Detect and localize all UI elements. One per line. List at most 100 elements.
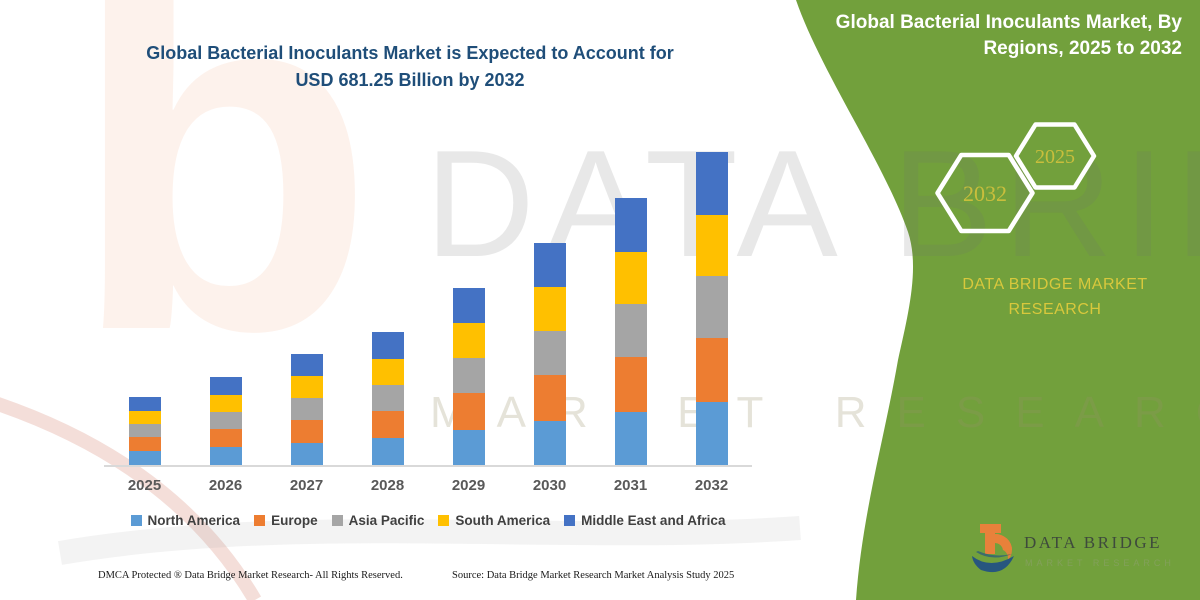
legend-label: South America: [455, 513, 551, 528]
bar-cell-2030: [509, 152, 590, 465]
bar-segment: [695, 214, 728, 276]
databridge-logo: DATA BRIDGE MARKET RESEARCH: [972, 524, 1175, 573]
x-axis-label: 2031: [613, 477, 648, 494]
source-note: Source: Data Bridge Market Research Mark…: [452, 570, 735, 581]
bar-segment: [533, 375, 566, 421]
chart-title-line2: USD 681.25 Billion by 2032: [295, 70, 525, 90]
legend-label: Asia Pacific: [348, 513, 425, 528]
bar-cell-2032: [671, 152, 752, 465]
x-axis-label: 2029: [451, 477, 486, 494]
bar-segment: [209, 411, 242, 430]
legend-swatch: [331, 515, 343, 526]
legend-item: Europe: [254, 513, 318, 528]
bar-segment: [695, 402, 728, 465]
bar-segment: [371, 358, 404, 385]
x-axis-label: 2028: [370, 477, 405, 494]
legend-item: South America: [438, 513, 550, 528]
bar-cell-2031: [590, 152, 671, 465]
bar-segment: [533, 420, 566, 465]
bar-cell-2026: [185, 152, 266, 465]
bar-segment: [695, 152, 728, 215]
legend-label: Middle East and Africa: [581, 513, 726, 528]
bar-segment: [452, 323, 485, 358]
x-axis-label: 2025: [127, 477, 162, 494]
bar-segment: [290, 442, 323, 465]
bar-segment: [533, 287, 566, 331]
bar-cell-2028: [347, 152, 428, 465]
databridge-logo-mark: [972, 524, 1014, 573]
stacked-bar-2028: [371, 332, 404, 465]
stacked-bar-2027: [290, 354, 323, 465]
bar-segment: [371, 384, 404, 412]
bar-segment: [614, 251, 647, 304]
legend-label: Europe: [271, 513, 318, 528]
plot-area: [104, 152, 752, 467]
bar-segment: [614, 198, 647, 252]
bar-segment: [695, 338, 728, 403]
legend-swatch: [130, 515, 142, 526]
bar-segment: [371, 411, 404, 439]
legend-swatch: [564, 515, 576, 526]
stacked-bar-2031: [614, 198, 647, 465]
stacked-bar-2025: [128, 396, 161, 465]
logo-b-watermark: b: [70, 0, 376, 434]
x-axis-label: 2026: [208, 477, 243, 494]
bar-segment: [290, 376, 323, 398]
bar-segment: [614, 357, 647, 412]
bar-segment: [533, 243, 566, 288]
bar-segment: [290, 354, 323, 377]
hexagon-2032-label: 2032: [963, 181, 1007, 206]
logo-name: DATA BRIDGE: [1024, 533, 1162, 552]
bar-segment: [128, 410, 161, 424]
dmca-notice: DMCA Protected ® Data Bridge Market Rese…: [98, 570, 403, 581]
forecast-hexagons: 2032 2025: [935, 122, 1097, 234]
bar-segment: [452, 393, 485, 430]
logo-subtitle: MARKET RESEARCH: [1025, 558, 1175, 568]
hexagon-2032-outline: [935, 152, 1035, 234]
stacked-bar-2026: [209, 376, 242, 465]
bar-segment: [452, 288, 485, 324]
bar-segment: [614, 411, 647, 465]
bar-segment: [128, 423, 161, 438]
legend-item: Asia Pacific: [331, 513, 425, 528]
bar-segment: [371, 332, 404, 359]
legend-label: North America: [147, 513, 241, 528]
bar-segment: [128, 451, 161, 465]
bar-segment: [290, 420, 323, 443]
stacked-bar-2030: [533, 243, 566, 465]
bar-segment: [695, 275, 728, 339]
bar-segment: [209, 447, 242, 465]
bar-segment: [209, 429, 242, 448]
bar-cell-2027: [266, 152, 347, 465]
bar-segment: [128, 437, 161, 452]
hexagon-2025-outline: [1013, 122, 1097, 190]
legend: North America Europe Asia Pacific South Ame…: [84, 513, 772, 528]
bar-segment: [209, 376, 242, 395]
stacked-bar-2029: [452, 288, 485, 465]
bar-cell-2025: [104, 152, 185, 465]
legend-item: North America: [130, 513, 241, 528]
legend-item: Middle East and Africa: [564, 513, 725, 528]
x-axis-label: 2030: [532, 477, 567, 494]
x-axis-label: 2027: [289, 477, 324, 494]
bar-segment: [452, 357, 485, 394]
chart-title: Global Bacterial Inoculants Market is Ex…: [100, 40, 720, 94]
stacked-bar-2032: [695, 152, 728, 465]
bar-segment: [128, 396, 161, 411]
bar-cell-2029: [428, 152, 509, 465]
chart-title-line1: Global Bacterial Inoculants Market is Ex…: [146, 43, 674, 63]
bar-segment: [533, 330, 566, 376]
bar-segment: [209, 394, 242, 412]
bar-segment: [290, 397, 323, 421]
legend-swatch: [254, 515, 266, 526]
bar-segment: [371, 438, 404, 465]
hexagon-2025-label: 2025: [1035, 146, 1075, 168]
side-panel-title: Global Bacterial Inoculants Market, By R…: [835, 12, 1182, 59]
legend-swatch: [438, 515, 450, 526]
x-axis-label: 2032: [694, 477, 729, 494]
x-axis-labels: 2025 2026 2027 2028 2029 2030 2031 2032: [104, 477, 752, 494]
brand-text: DATA BRIDGE MARKET RESEARCH: [962, 276, 1148, 318]
bar-segment: [614, 303, 647, 358]
